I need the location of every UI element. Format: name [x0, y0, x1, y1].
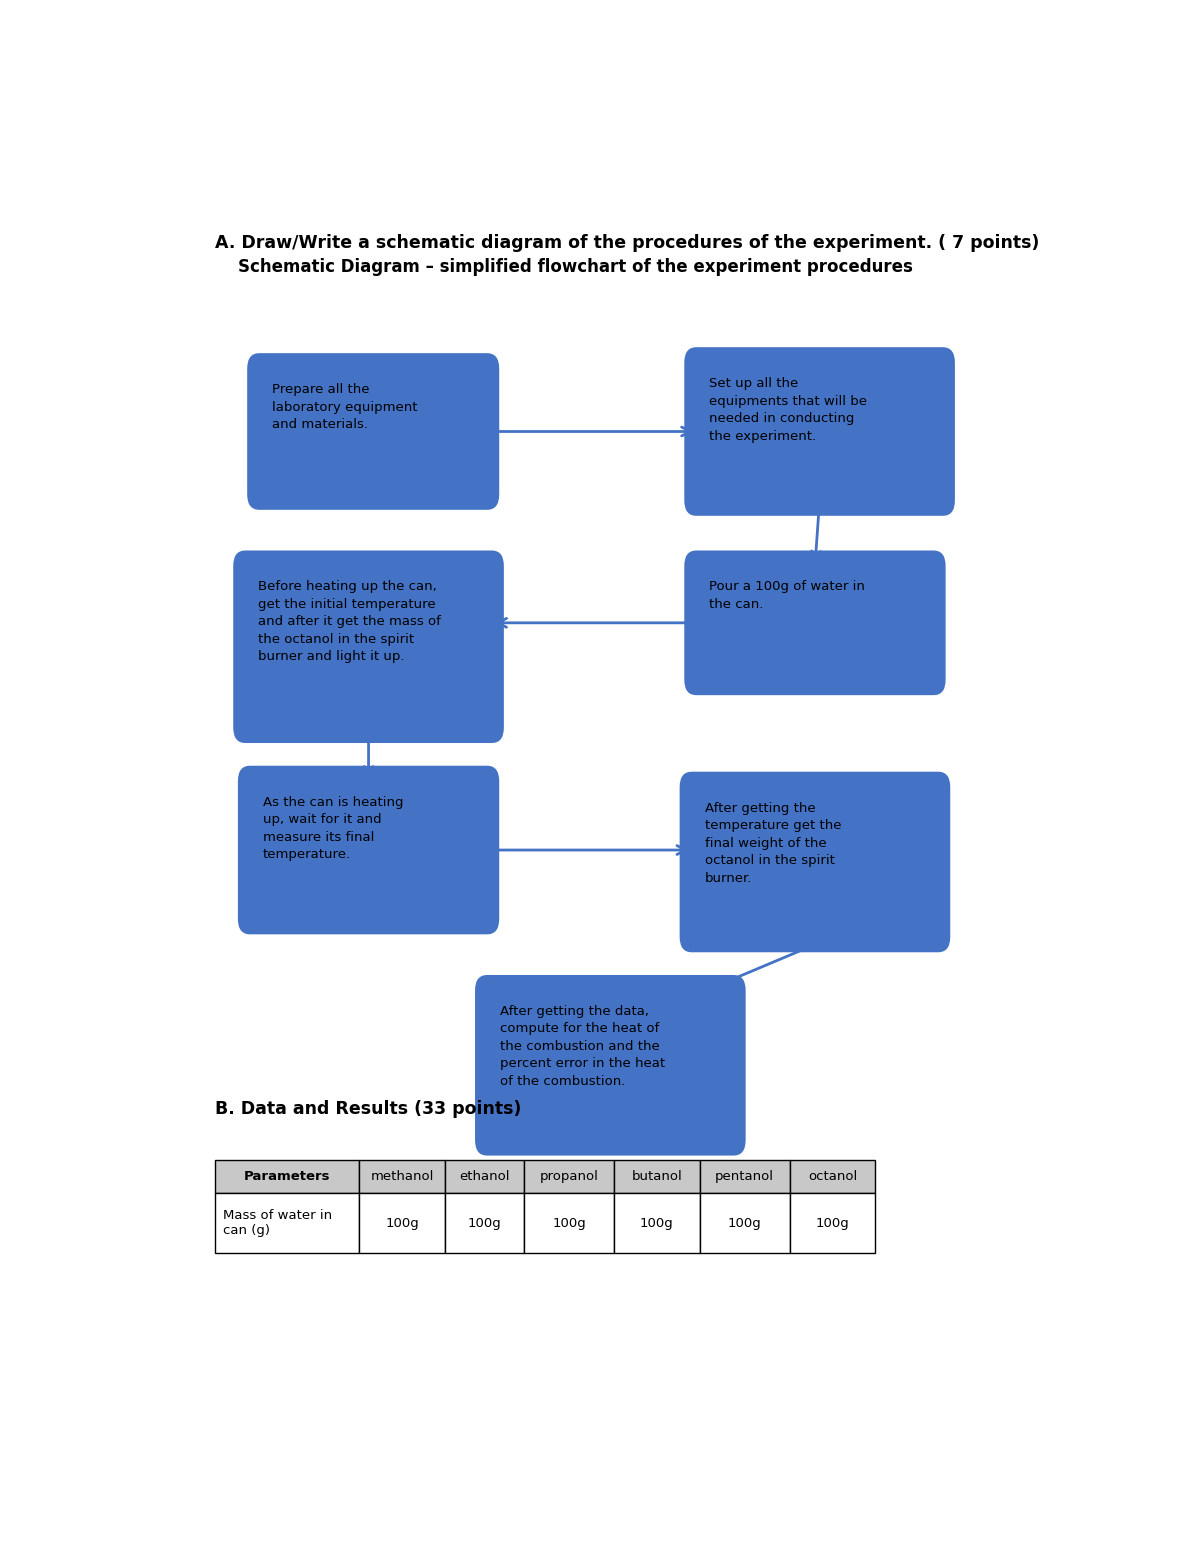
FancyBboxPatch shape — [445, 1160, 524, 1193]
Text: After getting the
temperature get the
final weight of the
octanol in the spirit
: After getting the temperature get the fi… — [704, 801, 841, 885]
FancyBboxPatch shape — [684, 348, 955, 516]
FancyBboxPatch shape — [238, 766, 499, 935]
FancyBboxPatch shape — [445, 1193, 524, 1253]
FancyBboxPatch shape — [524, 1160, 614, 1193]
Text: Schematic Diagram – simplified flowchart of the experiment procedures: Schematic Diagram – simplified flowchart… — [215, 258, 913, 276]
FancyBboxPatch shape — [359, 1160, 445, 1193]
Text: As the can is heating
up, wait for it and
measure its final
temperature.: As the can is heating up, wait for it an… — [263, 795, 403, 860]
Text: 100g: 100g — [816, 1216, 850, 1230]
Text: After getting the data,
compute for the heat of
the combustion and the
percent e: After getting the data, compute for the … — [500, 1005, 665, 1089]
FancyBboxPatch shape — [524, 1193, 614, 1253]
Text: octanol: octanol — [808, 1169, 857, 1183]
Text: propanol: propanol — [540, 1169, 599, 1183]
Text: 100g: 100g — [640, 1216, 673, 1230]
Text: Mass of water in
can (g): Mass of water in can (g) — [222, 1210, 331, 1238]
Text: Set up all the
equipments that will be
needed in conducting
the experiment.: Set up all the equipments that will be n… — [709, 377, 868, 443]
FancyBboxPatch shape — [247, 353, 499, 509]
FancyBboxPatch shape — [475, 975, 745, 1155]
Text: 100g: 100g — [552, 1216, 586, 1230]
Text: 100g: 100g — [728, 1216, 762, 1230]
Text: Parameters: Parameters — [244, 1169, 330, 1183]
FancyBboxPatch shape — [684, 550, 946, 696]
Text: Pour a 100g of water in
the can.: Pour a 100g of water in the can. — [709, 581, 865, 610]
Text: butanol: butanol — [631, 1169, 683, 1183]
FancyBboxPatch shape — [215, 1160, 359, 1193]
Text: B. Data and Results (33 points): B. Data and Results (33 points) — [215, 1100, 522, 1118]
FancyBboxPatch shape — [679, 772, 950, 952]
FancyBboxPatch shape — [790, 1160, 876, 1193]
FancyBboxPatch shape — [700, 1193, 790, 1253]
Text: pentanol: pentanol — [715, 1169, 774, 1183]
Text: methanol: methanol — [371, 1169, 433, 1183]
Text: Before heating up the can,
get the initial temperature
and after it get the mass: Before heating up the can, get the initi… — [258, 581, 442, 663]
FancyBboxPatch shape — [359, 1193, 445, 1253]
FancyBboxPatch shape — [233, 550, 504, 742]
FancyBboxPatch shape — [215, 1193, 359, 1253]
Text: 100g: 100g — [468, 1216, 502, 1230]
FancyBboxPatch shape — [614, 1193, 700, 1253]
Text: Prepare all the
laboratory equipment
and materials.: Prepare all the laboratory equipment and… — [272, 384, 418, 432]
FancyBboxPatch shape — [790, 1193, 876, 1253]
FancyBboxPatch shape — [700, 1160, 790, 1193]
Text: ethanol: ethanol — [460, 1169, 510, 1183]
FancyBboxPatch shape — [614, 1160, 700, 1193]
Text: A. Draw/Write a schematic diagram of the procedures of the experiment. ( 7 point: A. Draw/Write a schematic diagram of the… — [215, 235, 1039, 252]
Text: 100g: 100g — [385, 1216, 419, 1230]
